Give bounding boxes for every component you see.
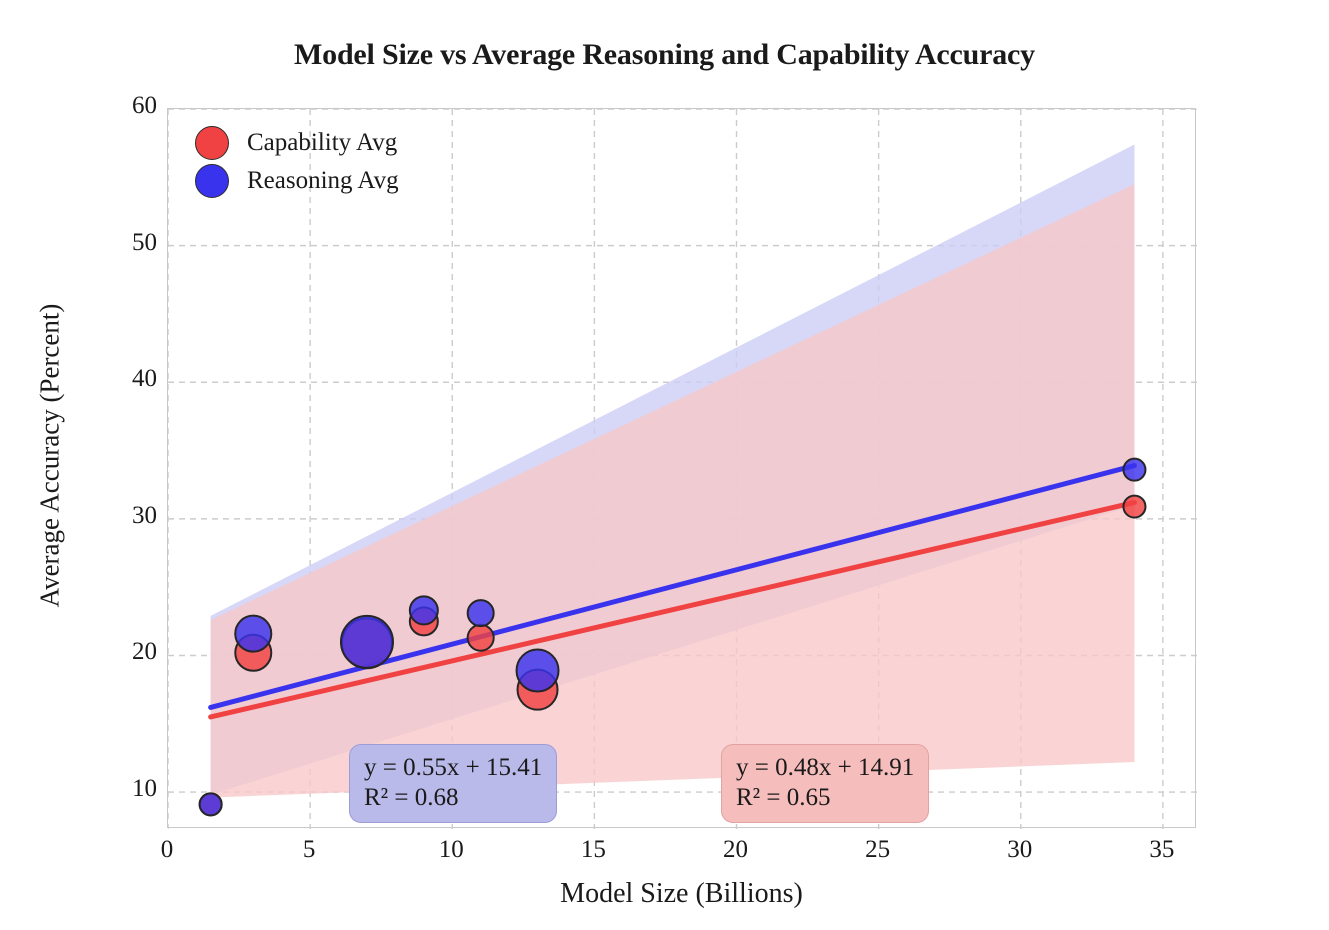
annotation-reasoning-fit: y = 0.55x + 15.41 R² = 0.68 xyxy=(349,744,558,823)
trendline-capability xyxy=(208,499,1137,720)
data-point-reasoning xyxy=(339,614,394,669)
confidence-band-capability xyxy=(210,184,1135,798)
annotation-reasoning-equation: y = 0.55x + 15.41 xyxy=(364,754,543,781)
legend-item-capability[interactable]: Capability Avg xyxy=(195,124,399,162)
data-point-reasoning xyxy=(234,614,273,653)
annotation-capability-r2: R² = 0.65 xyxy=(736,783,831,811)
legend-marker-reasoning-icon xyxy=(195,164,229,198)
data-point-capability xyxy=(466,623,495,652)
y-tick-label: 40 xyxy=(132,365,157,393)
x-tick-label: 35 xyxy=(1149,836,1175,863)
x-tick-label: 10 xyxy=(438,836,464,863)
x-tick-label: 20 xyxy=(723,836,748,863)
x-tick-label: 0 xyxy=(160,836,174,863)
annotation-capability-equation: y = 0.48x + 14.91 xyxy=(736,754,915,781)
plot-svg xyxy=(168,109,1197,829)
x-tick-label: 30 xyxy=(1007,836,1033,863)
x-tick-label: 25 xyxy=(865,836,891,863)
legend-label-capability: Capability Avg xyxy=(247,129,398,156)
data-point-reasoning xyxy=(515,648,560,693)
x-axis-label: Model Size (Billions) xyxy=(560,878,803,909)
annotation-capability-fit: y = 0.48x + 14.91 R² = 0.65 xyxy=(721,744,930,823)
annotation-reasoning-r2: R² = 0.68 xyxy=(364,783,459,811)
y-tick-label: 60 xyxy=(132,92,157,119)
data-point-reasoning xyxy=(1122,457,1147,482)
confidence-bands xyxy=(210,144,1135,798)
data-point-reasoning xyxy=(198,792,223,817)
data-point-capability xyxy=(1122,494,1147,519)
legend-label-reasoning: Reasoning Avg xyxy=(247,167,399,194)
x-axis-ticks: 0 5 10 15 20 25 30 35 xyxy=(161,836,1196,876)
page-title: Model Size vs Average Reasoning and Capa… xyxy=(294,38,1035,71)
y-tick-label: 10 xyxy=(132,775,157,803)
y-tick-label: 20 xyxy=(132,638,157,666)
plot-area xyxy=(167,108,1197,829)
data-point-reasoning xyxy=(466,599,495,628)
x-tick-label: 15 xyxy=(580,836,606,863)
legend-item-reasoning[interactable]: Reasoning Avg xyxy=(195,162,399,200)
chart-legend: Capability Avg Reasoning Avg xyxy=(185,118,409,208)
y-axis-label: Average Accuracy (Percent) xyxy=(34,303,65,608)
y-tick-label: 50 xyxy=(132,228,157,256)
y-axis-ticks: 10 20 30 40 50 60 xyxy=(95,92,157,828)
y-tick-label: 30 xyxy=(132,501,157,529)
x-tick-label: 5 xyxy=(302,836,316,863)
legend-marker-capability-icon xyxy=(195,126,229,160)
data-points xyxy=(198,457,1147,817)
data-point-reasoning xyxy=(408,595,439,626)
